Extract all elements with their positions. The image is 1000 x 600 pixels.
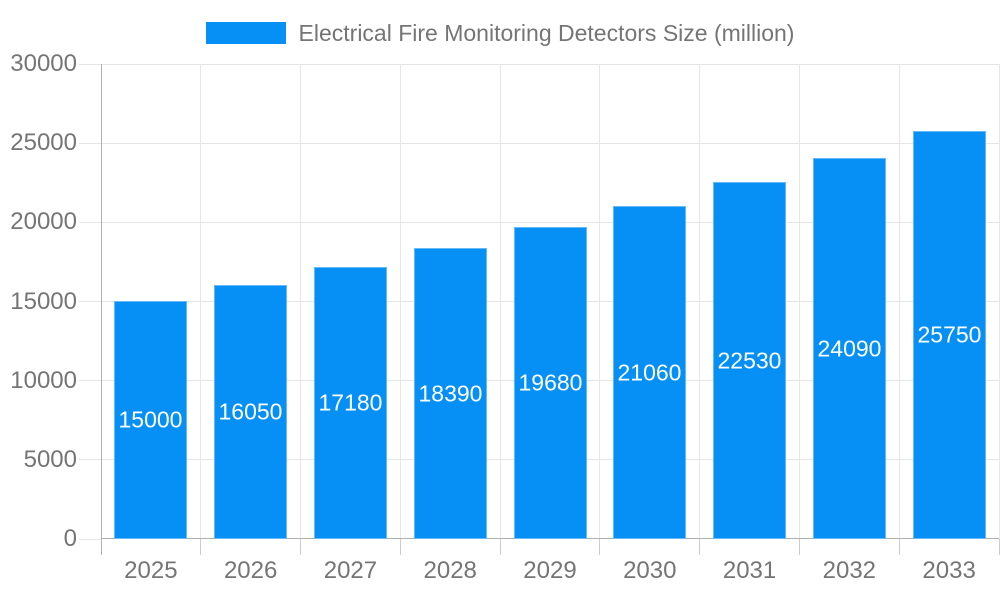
y-axis-tick-label: 15000 <box>10 287 77 315</box>
v-gridline <box>399 64 401 539</box>
bar[interactable]: 21060 <box>613 206 686 539</box>
bar[interactable]: 18390 <box>414 248 487 539</box>
x-axis-tick-label: 2025 <box>124 557 178 584</box>
v-gridline <box>300 64 302 539</box>
bar-value-label: 22530 <box>717 347 782 373</box>
x-tick-line <box>399 539 401 555</box>
x-axis-tick-label: 2026 <box>223 557 278 584</box>
x-tick-line <box>499 539 501 555</box>
chart-legend[interactable]: Electrical Fire Monitoring Detectors Siz… <box>0 19 1000 46</box>
v-gridline <box>898 64 900 539</box>
x-axis-tick-label: 2030 <box>623 557 677 584</box>
bar-value-label: 16050 <box>218 398 283 425</box>
x-axis-tick-label: 2029 <box>523 557 577 584</box>
y-axis-tick-label: 0 <box>63 525 77 552</box>
y-axis-line <box>101 64 102 555</box>
h-gridline <box>79 221 999 223</box>
v-gridline <box>499 64 501 539</box>
legend-swatch <box>205 22 286 44</box>
y-tick-line <box>79 538 101 540</box>
bar[interactable]: 16050 <box>214 285 287 539</box>
bar[interactable]: 22530 <box>713 182 786 539</box>
y-axis-tick-label: 25000 <box>10 129 77 157</box>
bar[interactable]: 17180 <box>314 267 387 539</box>
x-tick-line <box>898 539 900 555</box>
x-axis-tick-label: 2033 <box>922 557 976 584</box>
y-axis-tick-label: 30000 <box>10 50 77 77</box>
bar-value-label: 24090 <box>817 335 882 361</box>
x-tick-line <box>798 539 800 555</box>
x-tick-line <box>300 539 302 555</box>
x-axis-tick-label: 2027 <box>323 557 378 584</box>
x-tick-line <box>599 539 601 555</box>
h-gridline <box>79 142 999 144</box>
y-axis-tick-label: 20000 <box>10 208 77 236</box>
x-tick-line <box>998 539 1000 555</box>
y-axis-tick-label: 5000 <box>23 445 77 473</box>
bar[interactable]: 15000 <box>114 301 187 539</box>
bar-value-label: 18390 <box>418 380 483 406</box>
bar-value-label: 25750 <box>917 321 982 348</box>
bar-value-label: 19680 <box>518 369 583 396</box>
h-gridline <box>79 63 999 65</box>
v-gridline <box>200 64 202 539</box>
bar[interactable]: 25750 <box>913 131 986 539</box>
x-axis-tick-label: 2031 <box>722 557 777 584</box>
legend-label: Electrical Fire Monitoring Detectors Siz… <box>298 19 795 46</box>
v-gridline <box>798 64 800 539</box>
bar-value-label: 15000 <box>118 406 183 433</box>
bar-value-label: 21060 <box>617 359 682 385</box>
x-axis-tick-label: 2032 <box>822 557 877 584</box>
plot-area: 15000 16050 17180 18390 19680 21060 22530 24090… <box>79 63 1000 555</box>
x-tick-line <box>200 539 202 555</box>
bar[interactable]: 19680 <box>514 227 587 539</box>
x-tick-line <box>699 539 701 555</box>
bar[interactable]: 24090 <box>813 158 886 539</box>
y-axis-tick-label: 10000 <box>10 366 77 394</box>
v-gridline <box>998 64 1000 539</box>
bar-value-label: 17180 <box>318 389 383 416</box>
x-axis-tick-label: 2028 <box>423 557 477 584</box>
v-gridline <box>699 64 701 539</box>
v-gridline <box>599 64 601 539</box>
